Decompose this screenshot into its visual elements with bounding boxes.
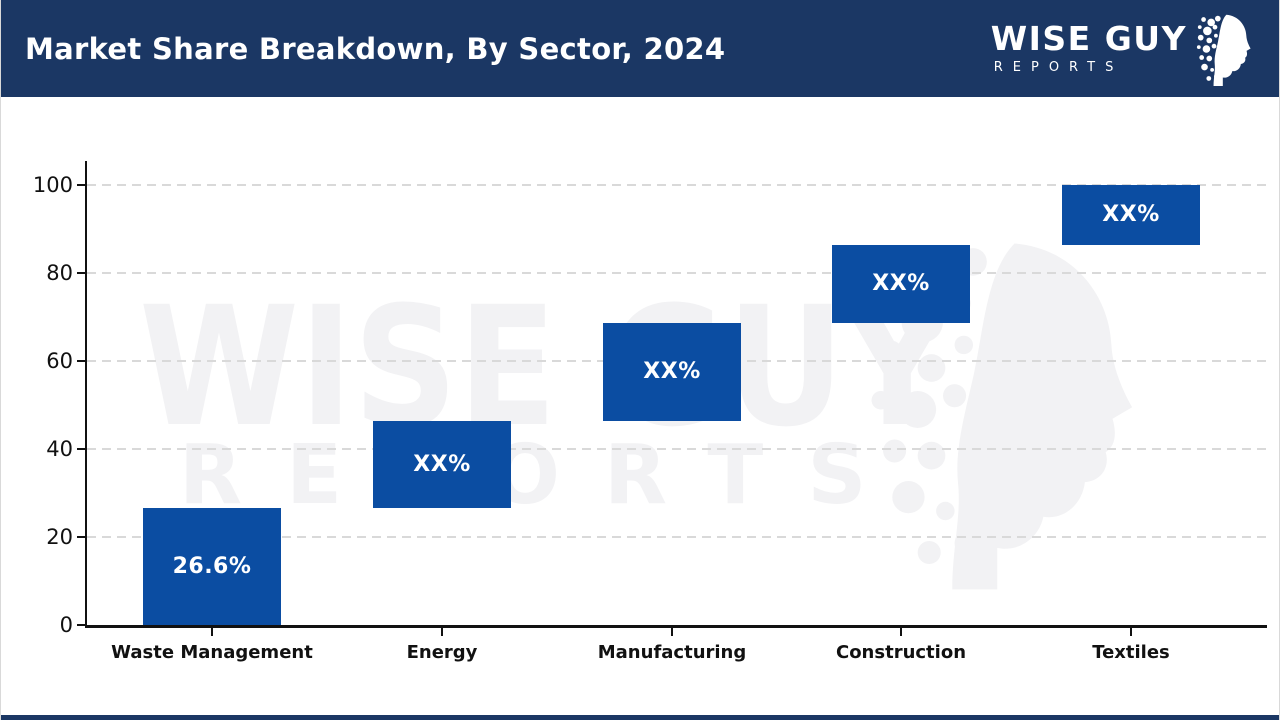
wiseguy-head-icon bbox=[1193, 11, 1255, 87]
y-gridline bbox=[87, 184, 1266, 186]
x-axis-tick bbox=[441, 628, 443, 636]
y-axis-tick bbox=[77, 536, 85, 538]
y-axis-tick bbox=[77, 624, 85, 626]
bar-value-label: 26.6% bbox=[172, 553, 252, 579]
bar-energy: XX% bbox=[373, 420, 511, 508]
bar-value-label: XX% bbox=[413, 451, 471, 477]
chart-plot-area: WISE GUY REPORTS 0 20 40 60 80 100 26.6% Waste … bbox=[1, 97, 1279, 716]
y-axis-tick bbox=[77, 272, 85, 274]
bar-manufacturing: XX% bbox=[603, 323, 741, 421]
header-bar: Market Share Breakdown, By Sector, 2024 … bbox=[1, 0, 1279, 97]
x-axis-label: Construction bbox=[835, 642, 967, 663]
x-axis-tick bbox=[671, 628, 673, 636]
watermark-wordmark: WISE GUY bbox=[139, 271, 950, 463]
y-tick-label: 80 bbox=[46, 261, 73, 285]
y-tick-label: 60 bbox=[46, 349, 73, 373]
bar-textiles: XX% bbox=[1062, 185, 1200, 245]
x-axis-label: Textiles bbox=[1092, 642, 1170, 663]
y-gridline bbox=[87, 536, 1266, 538]
x-axis-line bbox=[85, 625, 1267, 628]
y-axis-tick bbox=[77, 360, 85, 362]
bar-value-label: XX% bbox=[643, 359, 701, 385]
y-axis-tick bbox=[77, 448, 85, 450]
y-tick-label: 0 bbox=[59, 613, 73, 637]
y-tick-label: 40 bbox=[46, 437, 73, 461]
bar-value-label: XX% bbox=[872, 271, 930, 297]
wiseguy-logo: WISE GUY REPORTS bbox=[991, 11, 1255, 87]
y-axis-line bbox=[85, 161, 87, 628]
y-gridline bbox=[87, 448, 1266, 450]
y-tick-label: 20 bbox=[46, 525, 73, 549]
bar-value-label: XX% bbox=[1102, 202, 1160, 228]
y-tick-label: 100 bbox=[32, 173, 73, 197]
x-axis-tick bbox=[211, 628, 213, 636]
logo-text: WISE GUY REPORTS bbox=[991, 22, 1187, 75]
x-axis-tick bbox=[1130, 628, 1132, 636]
bar-construction: XX% bbox=[832, 244, 970, 324]
x-axis-label: Waste Management bbox=[111, 642, 313, 663]
logo-wordmark: WISE GUY bbox=[990, 19, 1187, 58]
logo-subtitle: REPORTS bbox=[993, 60, 1124, 75]
bar-waste-management: 26.6% bbox=[143, 507, 281, 625]
x-axis-label: Manufacturing bbox=[597, 642, 747, 663]
y-axis-tick bbox=[77, 184, 85, 186]
x-axis-label: Energy bbox=[406, 642, 478, 663]
chart-title: Market Share Breakdown, By Sector, 2024 bbox=[25, 31, 726, 66]
x-axis-tick bbox=[900, 628, 902, 636]
y-gridline bbox=[87, 272, 1266, 274]
footer-bar bbox=[1, 715, 1279, 720]
